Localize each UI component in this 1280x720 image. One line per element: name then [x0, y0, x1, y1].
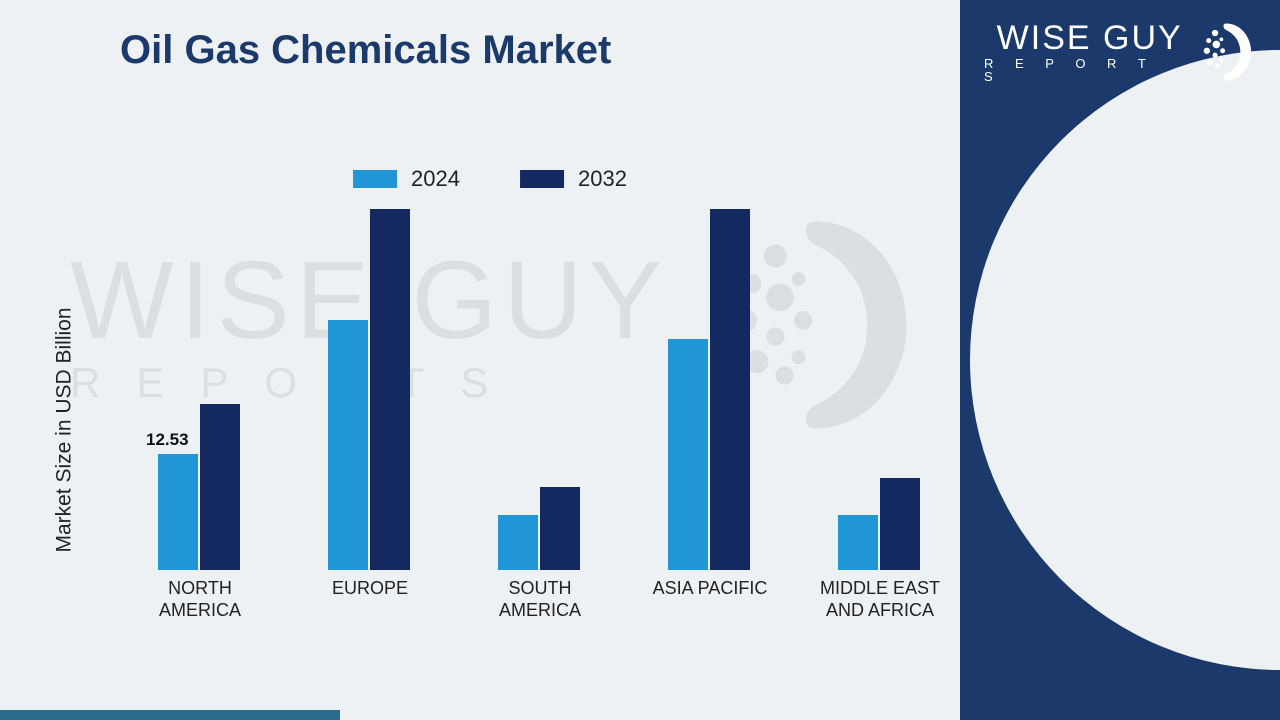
bar-series-b	[880, 478, 920, 571]
bar-series-a	[158, 454, 198, 570]
bar-series-b	[710, 209, 750, 570]
bar-series-a	[668, 339, 708, 570]
plot-area: 12.53NORTH AMERICAEUROPESOUTH AMERICAASI…	[120, 200, 920, 570]
category-label: ASIA PACIFIC	[645, 578, 775, 600]
brand-logo: WISE GUY R E P O R T S	[984, 20, 1254, 84]
legend-item-2024: 2024	[353, 166, 460, 192]
logo-sub-text: R E P O R T S	[984, 57, 1183, 83]
legend-item-2032: 2032	[520, 166, 627, 192]
bar-series-a	[838, 515, 878, 571]
bar-value-label: 12.53	[146, 430, 189, 450]
bar-series-b	[200, 404, 240, 571]
bar-chart: Market Size in USD Billion 2024 2032 12.…	[40, 170, 940, 690]
chart-title: Oil Gas Chemicals Market	[120, 28, 611, 73]
category-label: EUROPE	[305, 578, 435, 600]
y-axis-label: Market Size in USD Billion	[53, 307, 77, 552]
bar-series-a	[328, 320, 368, 570]
legend-label-2024: 2024	[411, 166, 460, 192]
legend-swatch-2024	[353, 170, 397, 188]
bar-series-a	[498, 515, 538, 571]
category-label: NORTH AMERICA	[135, 578, 265, 621]
logo-head-icon	[1191, 20, 1254, 84]
legend: 2024 2032	[353, 166, 627, 192]
legend-swatch-2032	[520, 170, 564, 188]
legend-label-2032: 2032	[578, 166, 627, 192]
category-label: SOUTH AMERICA	[475, 578, 605, 621]
bar-series-b	[370, 209, 410, 570]
logo-main-text: WISE GUY	[997, 21, 1183, 55]
category-label: MIDDLE EAST AND AFRICA	[815, 578, 945, 621]
page: WISE GUY R E P O R T S Oil Gas Chemicals…	[0, 0, 1280, 720]
bar-series-b	[540, 487, 580, 570]
bottom-accent-bar	[0, 710, 340, 720]
